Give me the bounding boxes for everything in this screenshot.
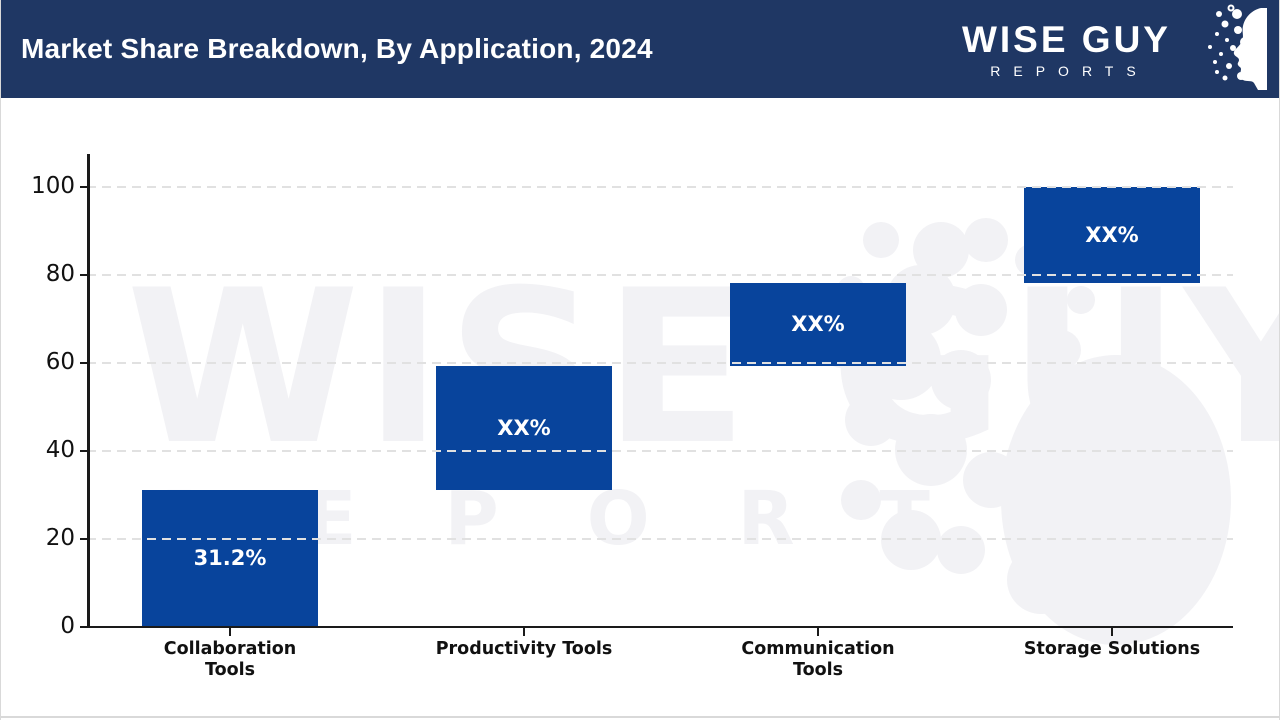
- y-tick-60: [80, 362, 87, 364]
- x-tick-2: [523, 628, 525, 636]
- bar-value-label: XX%: [497, 415, 551, 440]
- y-tick-100: [80, 186, 87, 188]
- bar-value-label: 31.2%: [193, 546, 267, 571]
- x-tick-4: [1111, 628, 1113, 636]
- bar-1: 31.2%: [142, 489, 318, 627]
- x-tick-1: [229, 628, 231, 636]
- y-tick-label-100: 100: [31, 173, 75, 199]
- gridline-80: [87, 274, 1233, 276]
- bar-value-label: XX%: [791, 312, 845, 337]
- y-tick-40: [80, 450, 87, 452]
- gridline-40: [87, 450, 1233, 452]
- x-category-label: Storage Solutions: [1023, 639, 1201, 659]
- y-tick-0: [80, 626, 87, 628]
- brand-name: WISE GUY: [961, 18, 1171, 60]
- x-tick-3: [817, 628, 819, 636]
- y-tick-label-80: 80: [45, 261, 75, 287]
- bar-value-label: XX%: [1085, 223, 1139, 248]
- header-bar: Market Share Breakdown, By Application, …: [1, 0, 1279, 98]
- y-axis: [87, 154, 90, 628]
- y-tick-80: [80, 274, 87, 276]
- bottom-divider: [1, 716, 1279, 718]
- bar-2: XX%: [436, 365, 612, 490]
- gridline-20: [87, 538, 1233, 540]
- x-category-label: Collaboration Tools: [163, 639, 297, 680]
- y-tick-20: [80, 538, 87, 540]
- x-category-label: Productivity Tools: [435, 639, 613, 659]
- bar-3: XX%: [730, 283, 906, 366]
- x-category-label: Communication Tools: [741, 639, 895, 680]
- y-tick-label-0: 0: [60, 613, 75, 639]
- brand-logo: WISE GUY REPORTS: [962, 4, 1279, 94]
- y-tick-label-40: 40: [45, 437, 75, 463]
- bar-4: XX%: [1024, 187, 1200, 284]
- gridline-100: [87, 186, 1233, 188]
- y-tick-label-60: 60: [45, 349, 75, 375]
- gridline-60: [87, 362, 1233, 364]
- brand-subtitle: REPORTS: [990, 62, 1149, 79]
- x-axis: [87, 625, 1233, 628]
- page-title: Market Share Breakdown, By Application, …: [21, 33, 653, 64]
- y-tick-label-20: 20: [45, 525, 75, 551]
- brand-logo-text: WISE GUY REPORTS: [962, 21, 1171, 78]
- brand-face-icon: [1208, 4, 1267, 90]
